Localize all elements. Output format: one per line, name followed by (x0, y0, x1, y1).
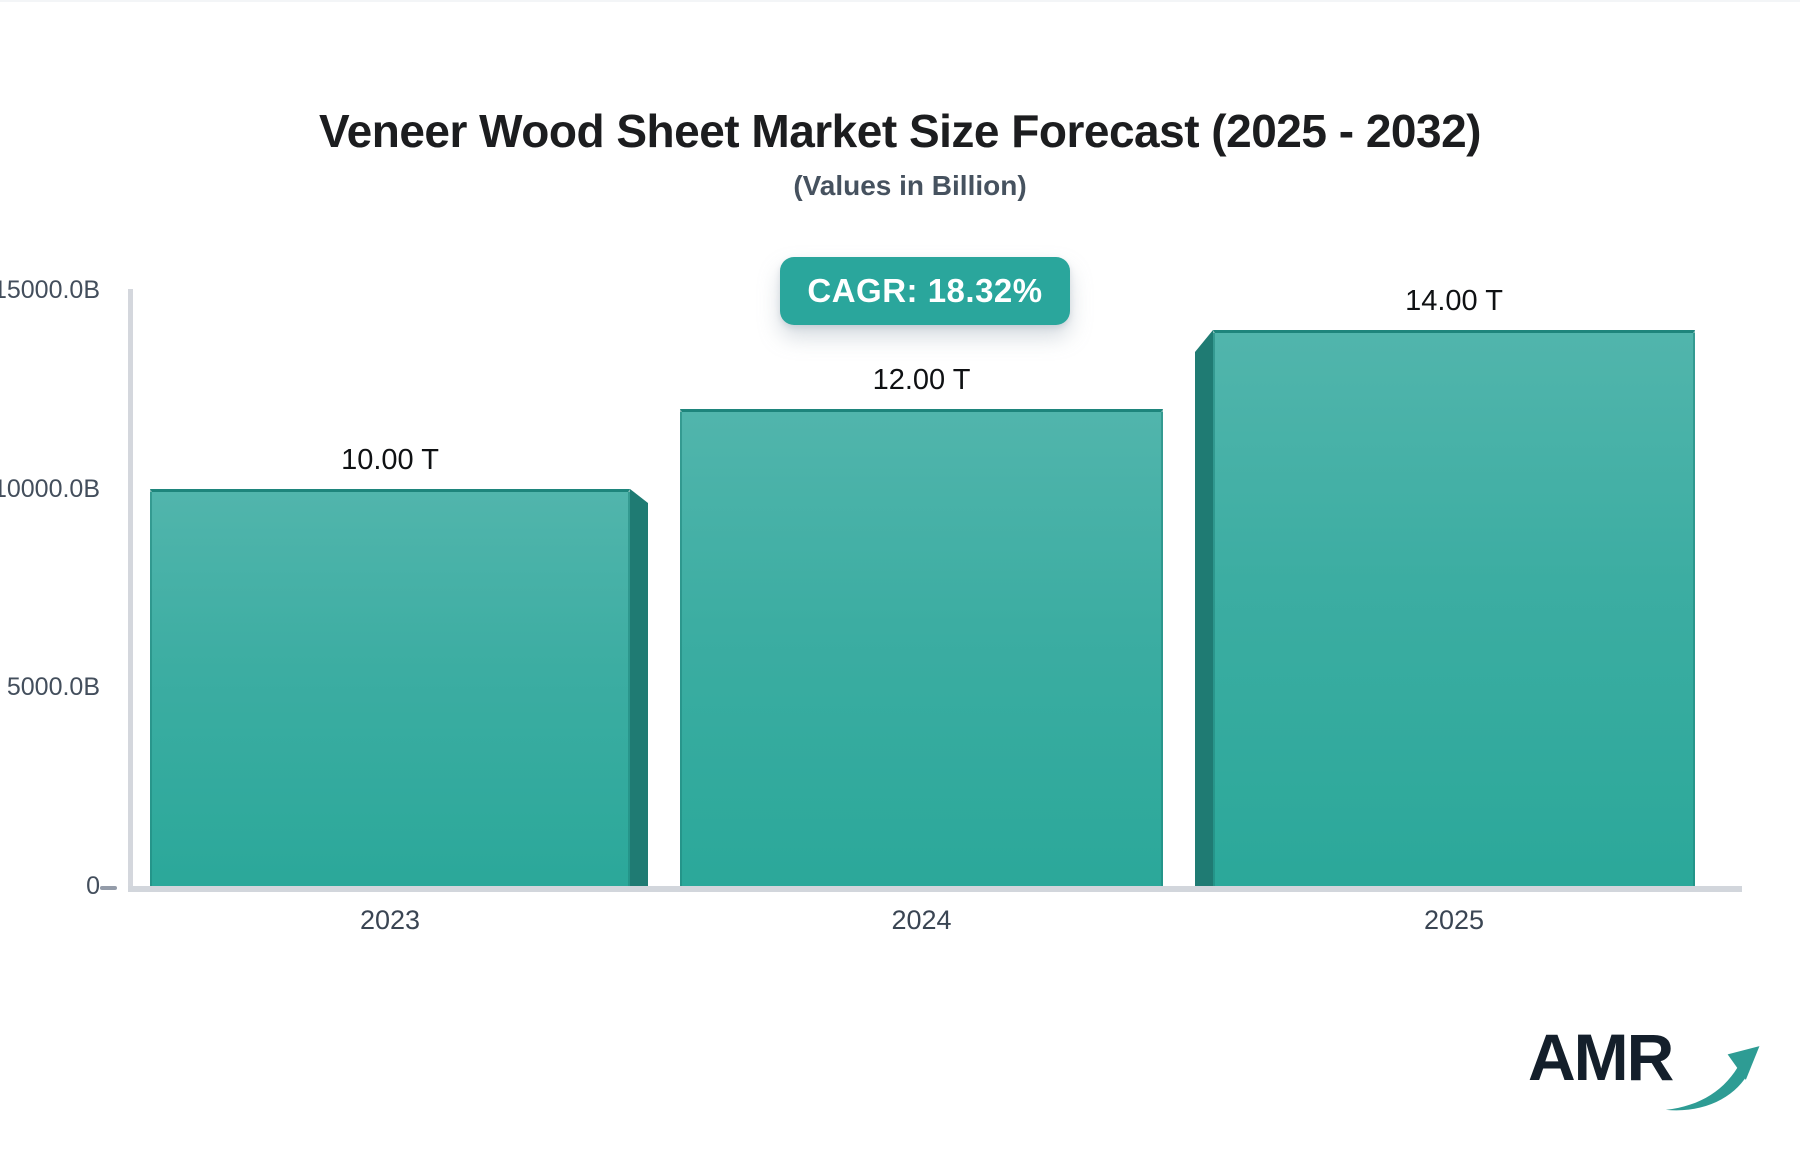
chart-title: Veneer Wood Sheet Market Size Forecast (… (319, 105, 1481, 157)
bar-2023 (150, 489, 630, 886)
x-category-label: 2025 (1423, 905, 1485, 935)
x-axis-line (128, 886, 1742, 892)
bar-3d-side (1195, 330, 1213, 886)
y-tick-label: 15000.0B (0, 276, 100, 304)
y-tick-label: 5000.0B (6, 673, 100, 702)
bar-value-label: 12.00 T (872, 364, 971, 396)
cagr-badge-label: CAGR: 18.32% (807, 272, 1043, 309)
x-category-label: 2023 (359, 905, 421, 935)
y-tick-mark (100, 886, 117, 890)
chart-subtitle: (Values in Billion) (793, 170, 1027, 201)
x-category-label: 2024 (891, 905, 952, 935)
y-axis-line (128, 289, 133, 892)
bar-3d-side (630, 489, 648, 886)
amr-logo: AMR (1528, 1024, 1764, 1114)
y-tick-label: 10000.0B (0, 474, 100, 503)
bar-value-label: 14.00 T (1405, 285, 1503, 317)
bar-2024 (680, 409, 1163, 886)
bar-2025 (1213, 330, 1695, 886)
bar-value-label: 10.00 T (341, 444, 439, 476)
logo-trend-arrow-icon (1666, 1046, 1760, 1111)
amr-logo-text: AMR (1528, 1020, 1674, 1094)
y-tick-label: 0 (86, 872, 100, 900)
cagr-badge: CAGR: 18.32% (780, 257, 1070, 325)
